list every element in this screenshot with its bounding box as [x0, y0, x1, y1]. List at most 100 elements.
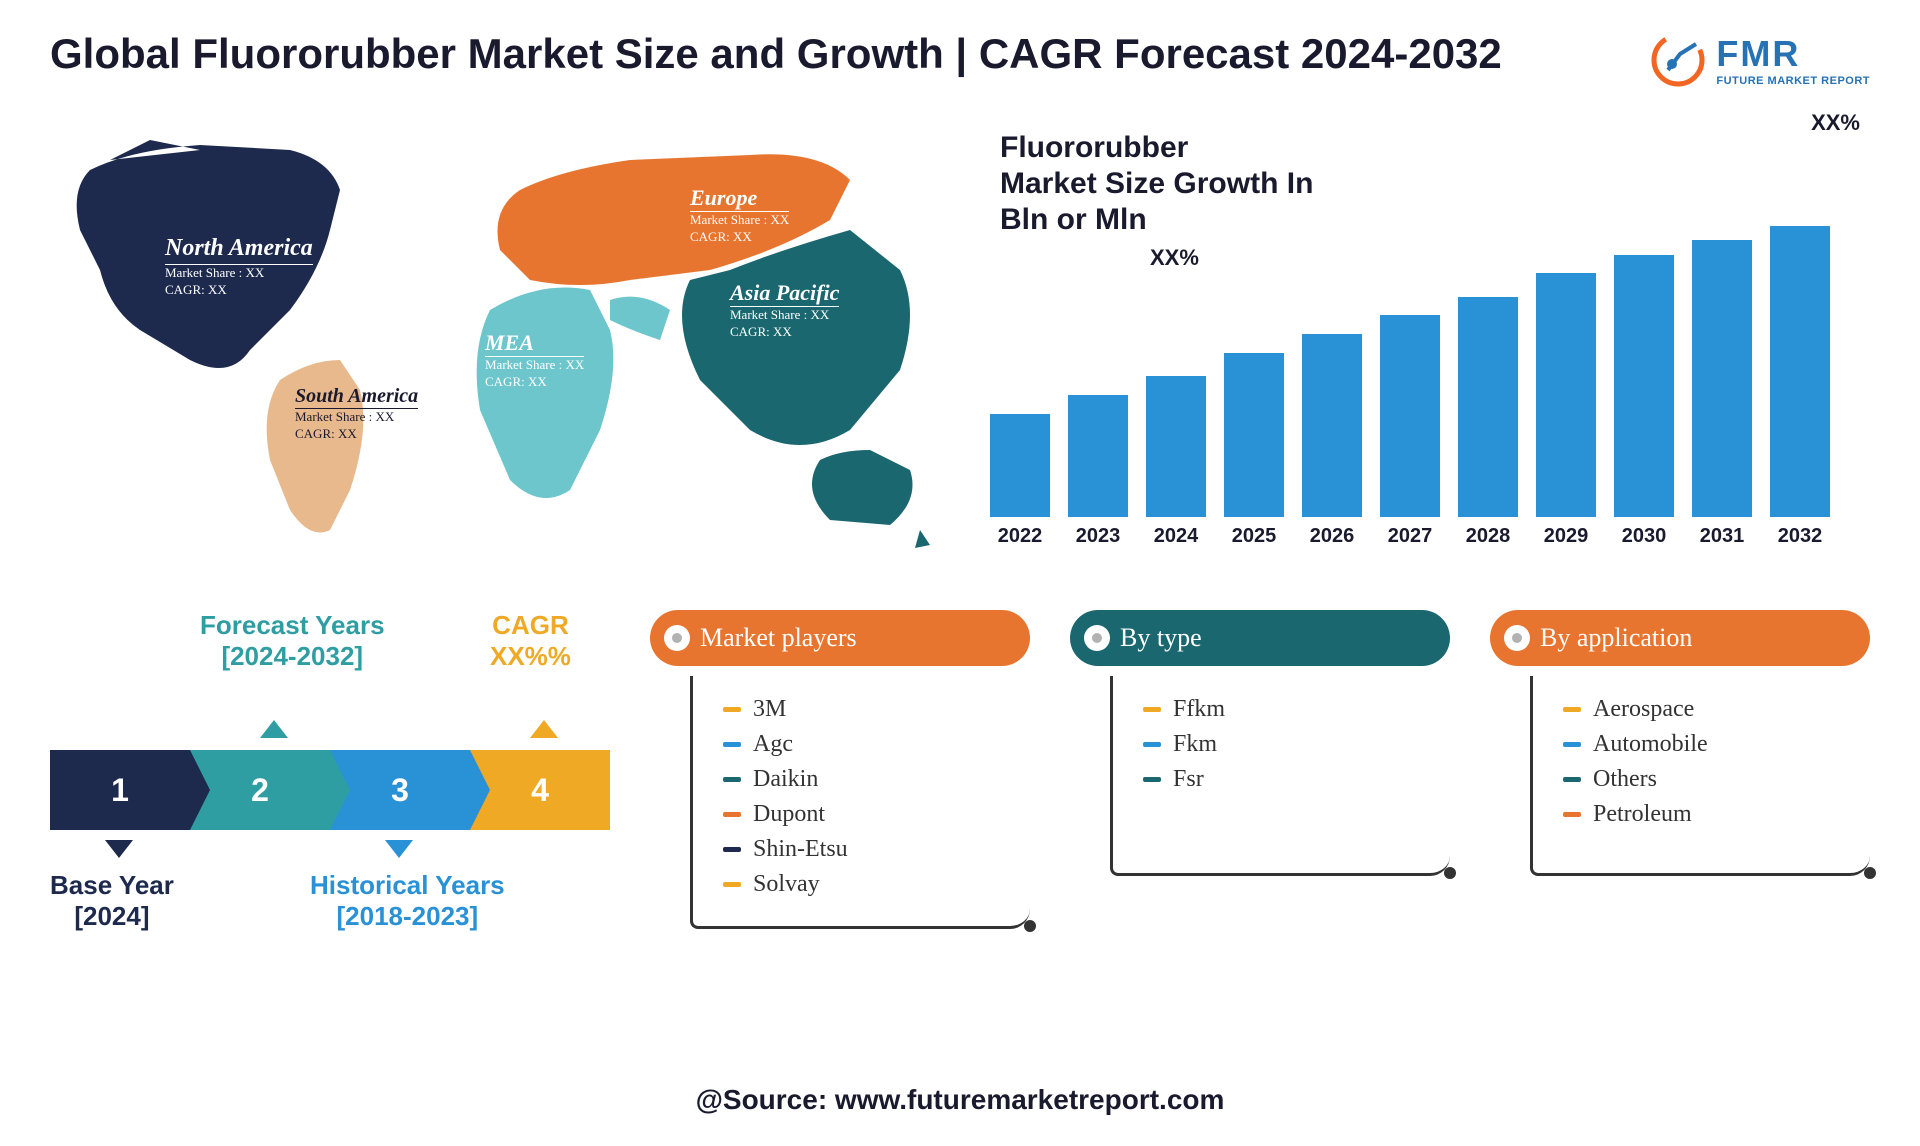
tl-cagr-label: CAGRXX%% — [490, 610, 571, 672]
list-item-label: Dupont — [753, 801, 825, 828]
region-share-eu: Market Share : XX — [690, 212, 789, 229]
bullet-icon — [664, 625, 690, 651]
bar-year-label: 2032 — [1778, 525, 1823, 548]
bar-rect — [1770, 226, 1830, 517]
bar-year-label: 2025 — [1232, 525, 1277, 548]
list-item: Aerospace — [1563, 696, 1850, 723]
chart-callout-2032: XX% — [1811, 110, 1860, 136]
cat-header-type: By type — [1120, 623, 1202, 653]
region-label-mea: MEA — [485, 330, 584, 357]
bullet-icon — [1143, 777, 1161, 782]
bullet-icon — [723, 707, 741, 712]
list-item-label: Ffkm — [1173, 696, 1225, 723]
category-by-application: By application Aerospace Automobile Others… — [1490, 610, 1870, 876]
bar-2026: 2026 — [1302, 334, 1362, 548]
bar-2024: 2024 — [1146, 376, 1206, 548]
region-share-ap: Market Share : XX — [730, 307, 839, 324]
bar-2030: 2030 — [1614, 255, 1674, 549]
list-item: Agc — [723, 731, 1010, 758]
bar-rect — [1536, 273, 1596, 517]
region-label-ap: Asia Pacific — [730, 280, 839, 307]
bar-year-label: 2028 — [1466, 525, 1511, 548]
bar-2028: 2028 — [1458, 297, 1518, 548]
tl-step-3: 3 — [330, 750, 470, 830]
triangle-up-icon — [260, 720, 288, 738]
bullet-icon — [1563, 777, 1581, 782]
tl-historical-label: Historical Years[2018-2023] — [310, 870, 505, 932]
bar-2031: 2031 — [1692, 240, 1752, 548]
list-item: Automobile — [1563, 731, 1850, 758]
bullet-icon — [723, 777, 741, 782]
bullet-icon — [723, 812, 741, 817]
bar-2027: 2027 — [1380, 315, 1440, 548]
list-item-label: Others — [1593, 766, 1657, 793]
bar-rect — [1380, 315, 1440, 517]
list-item-label: Fkm — [1173, 731, 1217, 758]
list-item: Solvay — [723, 871, 1010, 898]
bar-2032: 2032 — [1770, 226, 1830, 548]
list-item: Fkm — [1143, 731, 1430, 758]
region-cagr-sa: CAGR: XX — [295, 426, 418, 443]
bar-rect — [1224, 353, 1284, 517]
list-item-label: Fsr — [1173, 766, 1204, 793]
bar-year-label: 2027 — [1388, 525, 1433, 548]
region-label-eu: Europe — [690, 185, 789, 212]
bar-2029: 2029 — [1536, 273, 1596, 548]
bullet-icon — [1504, 625, 1530, 651]
bar-year-label: 2029 — [1544, 525, 1589, 548]
bullet-icon — [1143, 742, 1161, 747]
bullet-icon — [723, 882, 741, 887]
source-attribution: @Source: www.futuremarketreport.com — [696, 1084, 1225, 1116]
bullet-icon — [1084, 625, 1110, 651]
list-item-label: Agc — [753, 731, 793, 758]
list-item-label: Aerospace — [1593, 696, 1694, 723]
list-item: Others — [1563, 766, 1850, 793]
list-item-label: 3M — [753, 696, 786, 723]
bullet-icon — [723, 742, 741, 747]
chart-title-3: Bln or Mln — [1000, 203, 1147, 236]
list-item: Petroleum — [1563, 801, 1850, 828]
region-cagr-na: CAGR: XX — [165, 282, 313, 299]
cat-header-app: By application — [1540, 623, 1692, 653]
bar-rect — [1614, 255, 1674, 518]
region-label-sa: South America — [295, 385, 418, 409]
world-map: North America Market Share : XX CAGR: XX… — [50, 130, 950, 550]
bullet-icon — [1143, 707, 1161, 712]
bar-2025: 2025 — [1224, 353, 1284, 548]
page-title: Global Fluororubber Market Size and Grow… — [50, 30, 1502, 78]
timeline: Forecast Years[2024-2032] CAGRXX%% 1 2 3… — [50, 610, 610, 970]
tl-forecast-label: Forecast Years[2024-2032] — [200, 610, 385, 672]
bar-rect — [1146, 376, 1206, 517]
bar-year-label: 2024 — [1154, 525, 1199, 548]
list-item: 3M — [723, 696, 1010, 723]
list-item: Shin-Etsu — [723, 836, 1010, 863]
bullet-icon — [1563, 707, 1581, 712]
region-share-mea: Market Share : XX — [485, 357, 584, 374]
bar-rect — [1458, 297, 1518, 517]
list-item-label: Shin-Etsu — [753, 836, 848, 863]
bullet-icon — [723, 847, 741, 852]
bullet-icon — [1563, 812, 1581, 817]
chart-callout-2024: XX% — [1150, 245, 1199, 271]
list-item-label: Automobile — [1593, 731, 1708, 758]
category-by-type: By type Ffkm Fkm Fsr — [1070, 610, 1450, 876]
bar-rect — [1302, 334, 1362, 517]
list-item: Fsr — [1143, 766, 1430, 793]
region-cagr-eu: CAGR: XX — [690, 229, 789, 246]
bar-rect — [1692, 240, 1752, 517]
tl-step-2: 2 — [190, 750, 330, 830]
list-item-label: Daikin — [753, 766, 818, 793]
list-item: Ffkm — [1143, 696, 1430, 723]
triangle-up-icon — [530, 720, 558, 738]
bar-chart: Fluororubber Market Size Growth In Bln o… — [980, 130, 1870, 550]
tl-step-4: 4 — [470, 750, 610, 830]
bar-year-label: 2023 — [1076, 525, 1121, 548]
bar-year-label: 2026 — [1310, 525, 1355, 548]
region-mea — [477, 288, 614, 499]
region-cagr-mea: CAGR: XX — [485, 374, 584, 391]
bullet-icon — [1563, 742, 1581, 747]
region-label-na: North America — [165, 235, 313, 265]
triangle-down-icon — [105, 840, 133, 858]
bar-year-label: 2022 — [998, 525, 1043, 548]
list-item-label: Solvay — [753, 871, 820, 898]
